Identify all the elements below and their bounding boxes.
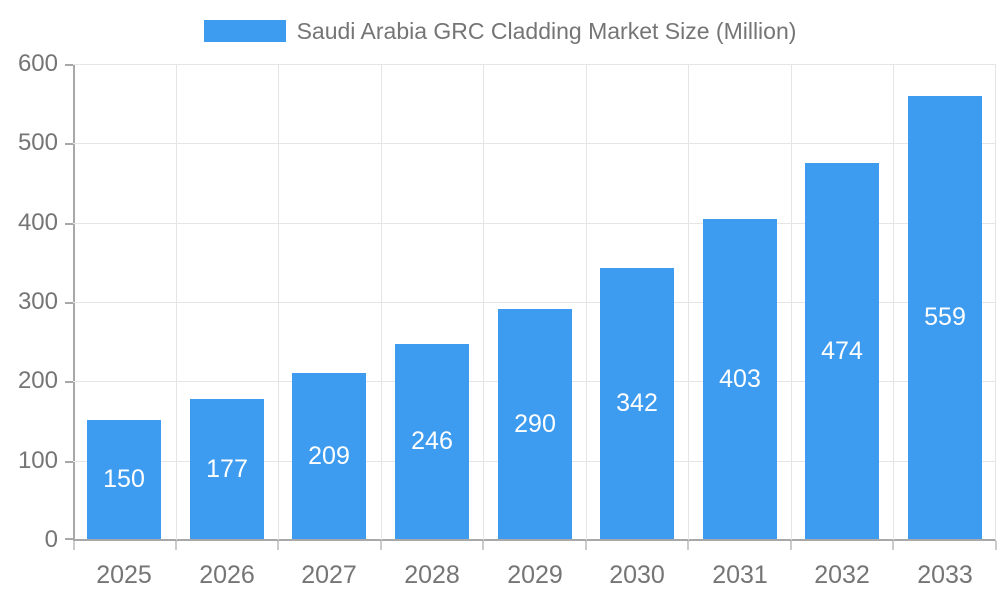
y-axis-label: 300 bbox=[17, 288, 58, 315]
x-axis-tick bbox=[482, 541, 484, 550]
gridline-horizontal bbox=[73, 143, 996, 144]
y-axis-tick bbox=[65, 143, 73, 145]
y-axis-label: 400 bbox=[17, 209, 58, 236]
x-axis-line bbox=[73, 539, 996, 541]
gridline-vertical bbox=[893, 64, 894, 540]
x-axis-label: 2028 bbox=[404, 561, 460, 589]
bar-value-label: 209 bbox=[308, 441, 350, 470]
gridline-vertical bbox=[278, 64, 279, 540]
bar-value-label: 559 bbox=[924, 303, 966, 331]
bar[interactable]: 474 bbox=[805, 163, 879, 539]
x-axis-tick bbox=[892, 541, 894, 550]
bar[interactable]: 342 bbox=[600, 268, 674, 539]
bar[interactable]: 246 bbox=[395, 344, 469, 539]
x-axis-tick bbox=[277, 541, 279, 550]
y-axis-label: 100 bbox=[17, 447, 58, 474]
y-axis-label: 200 bbox=[17, 367, 58, 394]
y-axis-label: 600 bbox=[17, 50, 58, 77]
plot-area: 0 100 200 300 400 500 600 150 2025 177 2026 209 2027… bbox=[18, 51, 997, 589]
gridline-vertical bbox=[688, 64, 689, 540]
gridline-horizontal bbox=[73, 223, 996, 224]
y-axis-tick bbox=[65, 223, 73, 225]
bar-value-label: 150 bbox=[103, 465, 145, 493]
legend-swatch bbox=[203, 20, 286, 42]
bar[interactable]: 177 bbox=[190, 399, 264, 539]
bar[interactable]: 150 bbox=[87, 420, 161, 539]
y-axis-label: 500 bbox=[17, 129, 58, 156]
gridline-vertical bbox=[995, 64, 996, 540]
bar-value-label: 403 bbox=[719, 364, 761, 393]
gridline-vertical bbox=[381, 64, 382, 540]
y-axis-tick bbox=[65, 381, 73, 383]
gridline-horizontal bbox=[73, 302, 996, 303]
gridline-vertical bbox=[791, 64, 792, 540]
x-axis-label: 2032 bbox=[814, 561, 870, 589]
gridline-vertical bbox=[483, 64, 484, 540]
bar[interactable]: 559 bbox=[908, 96, 982, 539]
x-axis-tick bbox=[585, 541, 587, 550]
bar-value-label: 342 bbox=[616, 389, 658, 417]
bar-value-label: 246 bbox=[411, 427, 453, 455]
x-axis-label: 2031 bbox=[712, 561, 768, 589]
gridline-vertical bbox=[176, 64, 177, 540]
y-axis-tick bbox=[65, 64, 73, 66]
bar-value-label: 290 bbox=[514, 409, 556, 438]
x-axis-label: 2029 bbox=[507, 561, 563, 589]
bar-value-label: 474 bbox=[821, 336, 863, 365]
y-axis-label: 0 bbox=[44, 526, 58, 553]
x-axis-label: 2033 bbox=[917, 561, 973, 589]
x-axis-tick bbox=[380, 541, 382, 550]
gridline-vertical bbox=[586, 64, 587, 540]
legend-item[interactable]: Saudi Arabia GRC Cladding Market Size (M… bbox=[0, 17, 1000, 45]
bar-value-label: 177 bbox=[206, 454, 248, 483]
x-axis-label: 2026 bbox=[199, 561, 255, 589]
x-axis-tick bbox=[995, 541, 997, 550]
y-axis-tick bbox=[65, 461, 73, 463]
bar[interactable]: 209 bbox=[292, 373, 366, 539]
bar[interactable]: 290 bbox=[498, 309, 572, 539]
bar[interactable]: 403 bbox=[703, 219, 777, 539]
x-axis-label: 2025 bbox=[96, 561, 152, 589]
y-axis-tick bbox=[65, 538, 73, 540]
x-axis-tick bbox=[175, 541, 177, 550]
y-axis-tick bbox=[65, 302, 73, 304]
x-axis-tick bbox=[790, 541, 792, 550]
x-axis-label: 2030 bbox=[609, 561, 665, 589]
x-axis-tick bbox=[687, 541, 689, 550]
x-axis-tick bbox=[73, 541, 75, 550]
gridline-horizontal bbox=[73, 64, 996, 65]
y-axis-line bbox=[73, 64, 75, 542]
x-axis-label: 2027 bbox=[301, 561, 357, 589]
legend-label: Saudi Arabia GRC Cladding Market Size (M… bbox=[296, 17, 797, 44]
